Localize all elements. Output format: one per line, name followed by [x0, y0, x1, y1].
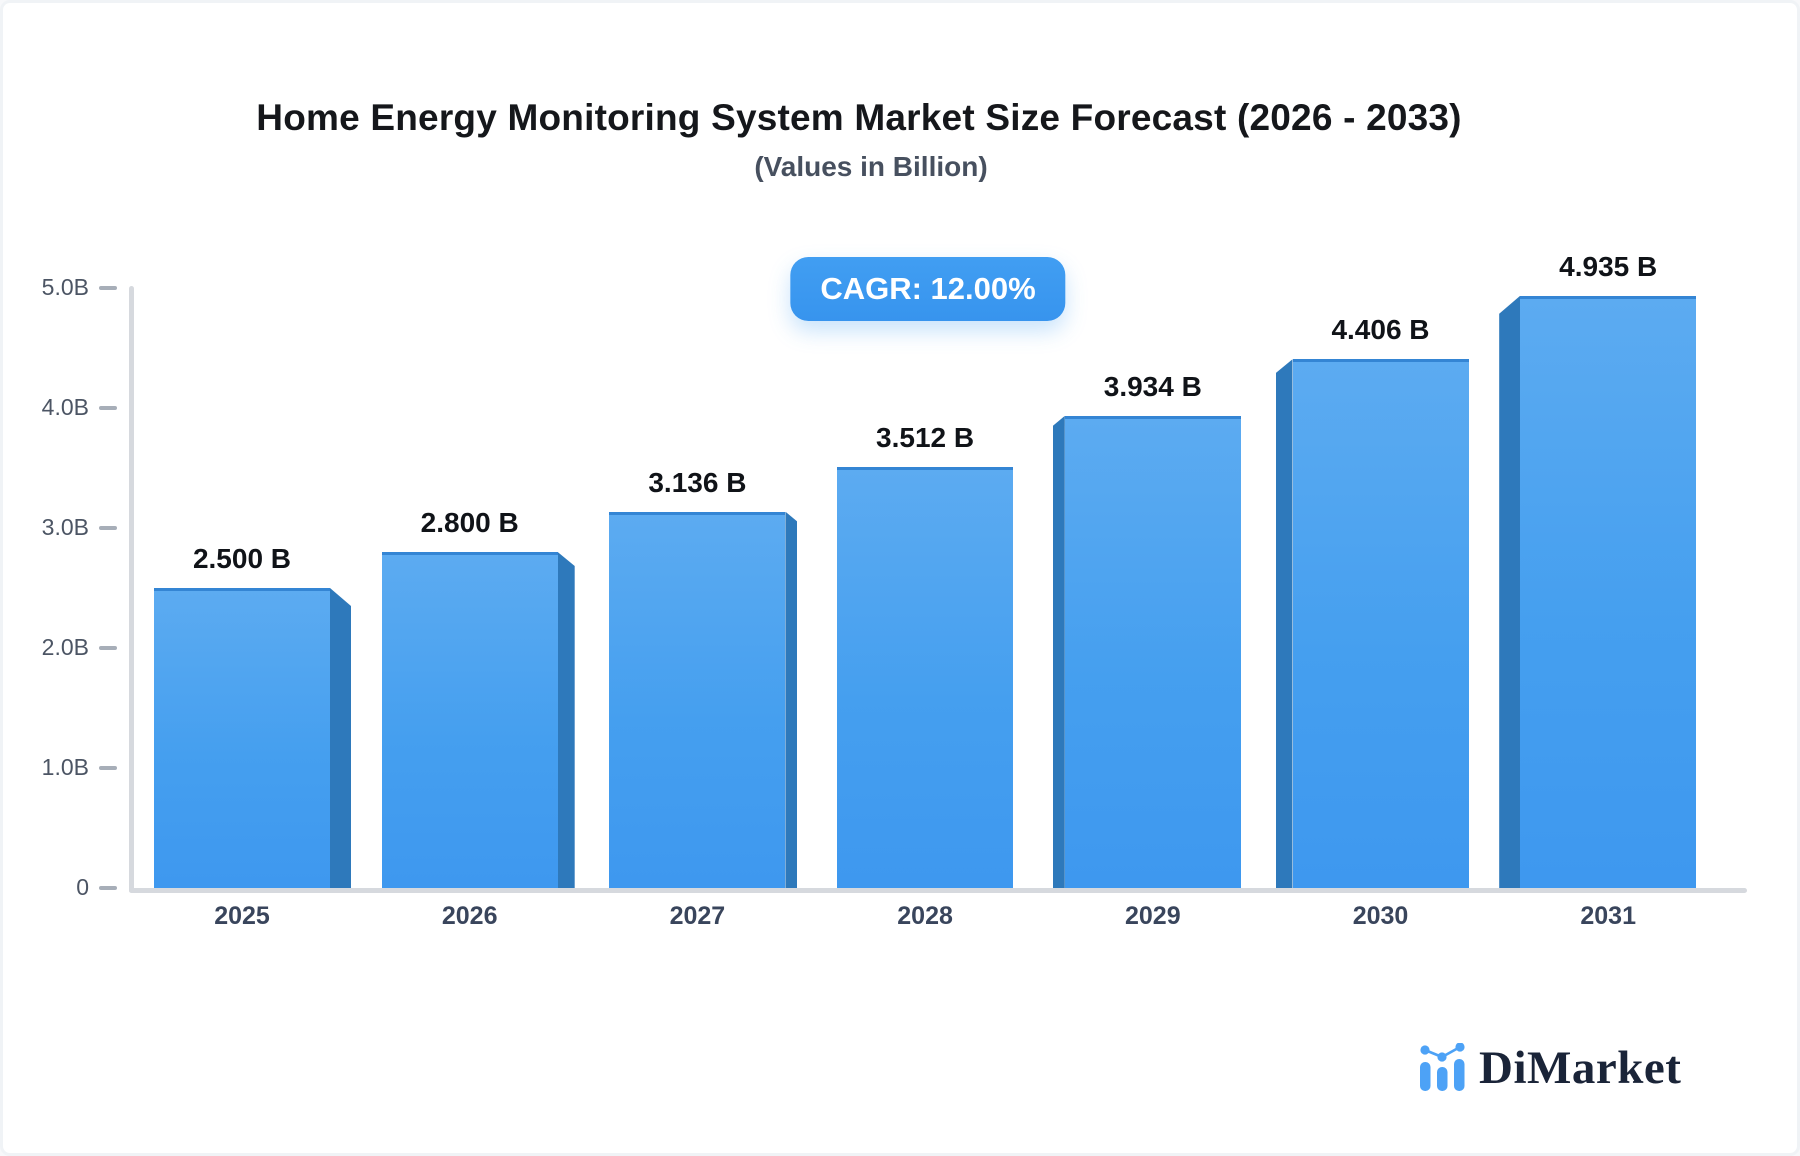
bar-value-label: 3.136 B: [648, 466, 747, 498]
x-tick-label: 2031: [1580, 902, 1636, 930]
bar-value-label: 3.512 B: [876, 421, 975, 453]
bar-value-label: 4.935 B: [1559, 250, 1658, 282]
x-tick-label: 2028: [897, 902, 953, 930]
y-tick-label: 4.0B: [41, 394, 89, 420]
dimarket-logo: DiMarket: [1419, 1042, 1682, 1095]
chart-title: Home Energy Monitoring System Market Siz…: [256, 97, 1462, 138]
y-tick-mark: [99, 886, 117, 890]
bar: [1520, 295, 1697, 888]
y-tick-label: 5.0B: [41, 274, 89, 300]
bar-side-3d: [785, 511, 798, 888]
y-tick-mark: [99, 406, 117, 410]
x-tick-label: 2025: [214, 902, 270, 930]
bar: [381, 552, 558, 888]
y-tick-mark: [99, 526, 117, 530]
y-tick-label: 3.0B: [41, 514, 89, 540]
y-axis-line: [129, 286, 134, 893]
cagr-badge: CAGR: 12.00%: [790, 257, 1066, 321]
x-tick-label: 2029: [1124, 902, 1181, 930]
x-tick-label: 2026: [441, 902, 498, 930]
bar-value-label: 2.500 B: [192, 543, 292, 574]
bar-chart-logo-icon: [1420, 1043, 1465, 1091]
y-tick-label: 1.0B: [41, 754, 89, 780]
y-tick-mark: [99, 766, 117, 770]
cagr-badge-label: CAGR: 12.00%: [820, 271, 1036, 306]
bar: [1064, 415, 1241, 888]
bar: [837, 466, 1014, 888]
bar: [154, 588, 330, 888]
bar: [1292, 359, 1469, 888]
bar-value-label: 3.934 B: [1103, 370, 1202, 402]
bar-value-label: 2.800 B: [420, 507, 519, 538]
logo-text: DiMarket: [1479, 1042, 1682, 1095]
x-tick-label: 2030: [1352, 902, 1409, 930]
x-tick-label: 2027: [669, 902, 726, 930]
x-axis-line: [129, 888, 1747, 893]
bar-side-3d: [1499, 295, 1521, 888]
y-tick-mark: [99, 646, 117, 650]
y-tick-label: 0: [76, 874, 89, 900]
bar-side-3d: [557, 552, 575, 888]
bar-side-3d: [1275, 359, 1293, 888]
y-tick-label: 2.0B: [41, 634, 89, 660]
bar-value-label: 4.406 B: [1331, 314, 1430, 346]
bar: [609, 511, 786, 888]
y-tick-mark: [99, 286, 117, 290]
bar-side-3d: [330, 588, 351, 888]
chart-subtitle: (Values in Billion): [754, 151, 988, 182]
bar-side-3d: [1052, 415, 1065, 888]
